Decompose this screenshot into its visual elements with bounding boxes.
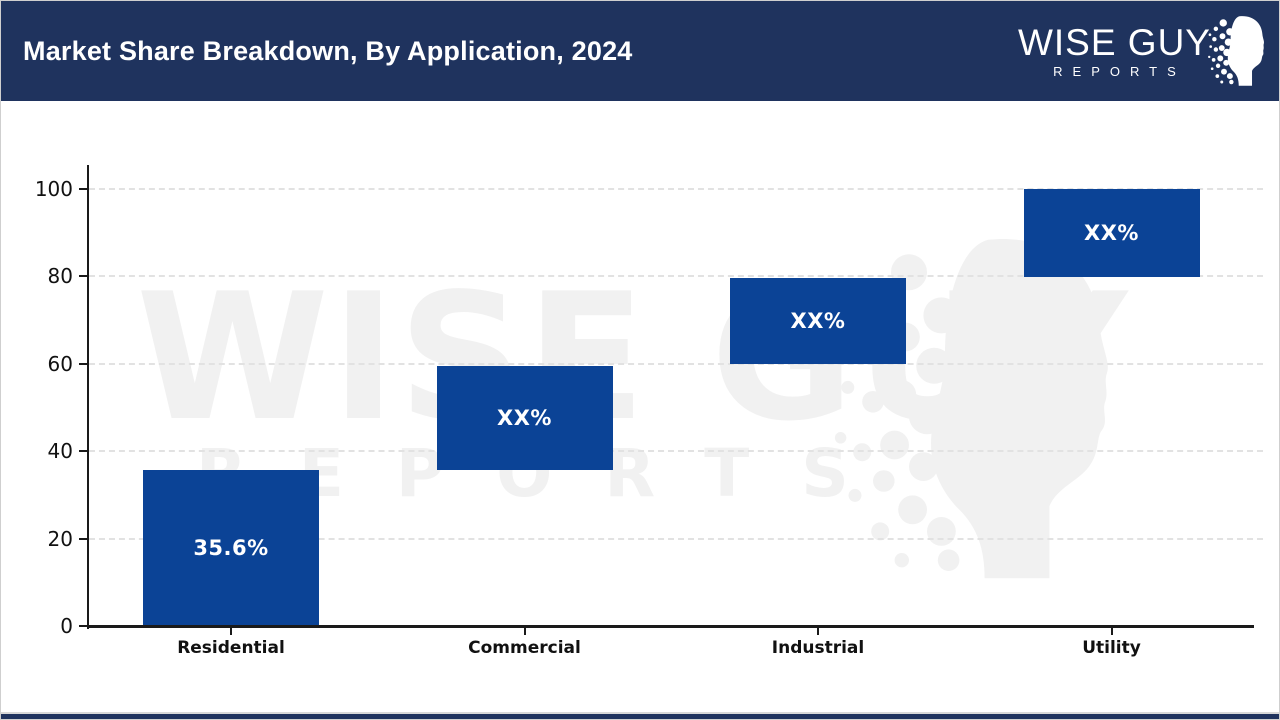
x-tick-industrial (817, 628, 819, 635)
y-tick-40 (79, 450, 89, 453)
bar-utility: XX% (1023, 189, 1200, 278)
logo-subtitle: REPORTS (1053, 63, 1186, 79)
gridline-60 (89, 362, 1263, 365)
x-tick-label-commercial: Commercial (468, 638, 581, 658)
x-tick-label-residential: Residential (177, 638, 285, 658)
y-axis-line (87, 165, 89, 629)
y-tick-60 (79, 362, 89, 365)
x-tick-label-utility: Utility (1082, 638, 1141, 658)
y-tick-label-20: 20 (47, 526, 73, 551)
bar-value-label: 35.6% (193, 536, 269, 561)
header: Market Share Breakdown, By Application, … (1, 1, 1279, 101)
bar-value-label: XX% (1084, 221, 1139, 246)
x-tick-commercial (523, 628, 526, 635)
footer-bar (1, 712, 1279, 719)
x-tick-residential (230, 628, 232, 635)
gridline-80 (89, 275, 1263, 278)
gridline-100 (89, 188, 1263, 190)
bar-value-label: XX% (790, 308, 846, 333)
y-tick-label-100: 100 (34, 177, 73, 201)
bar-value-label: XX% (497, 406, 552, 431)
x-tick-label-industrial: Industrial (771, 638, 865, 658)
x-axis-line (87, 625, 1254, 628)
page-title: Market Share Breakdown, By Application, … (23, 35, 633, 66)
bar-commercial: XX% (436, 365, 613, 471)
wiseguy-head-icon (1208, 16, 1265, 86)
y-tick-80 (79, 275, 89, 278)
y-tick-label-0: 0 (60, 614, 73, 638)
y-tick-0 (79, 625, 89, 627)
logo-wordmark: WISE GUY (1017, 21, 1211, 63)
bar-industrial: XX% (730, 277, 906, 365)
y-tick-100 (79, 188, 89, 190)
x-tick-utility (1110, 628, 1113, 635)
y-tick-label-60: 60 (47, 351, 73, 376)
gridline-20 (89, 537, 1263, 540)
y-tick-label-80: 80 (47, 264, 73, 289)
gridline-40 (89, 450, 1263, 453)
y-tick-20 (79, 537, 89, 540)
wiseguy-logo: WISE GUY REPORTS (1018, 13, 1279, 89)
bar-residential: 35.6% (143, 470, 319, 626)
y-tick-label-40: 40 (47, 439, 73, 464)
wiseguy-logo-text: WISE GUY REPORTS (1018, 24, 1211, 79)
